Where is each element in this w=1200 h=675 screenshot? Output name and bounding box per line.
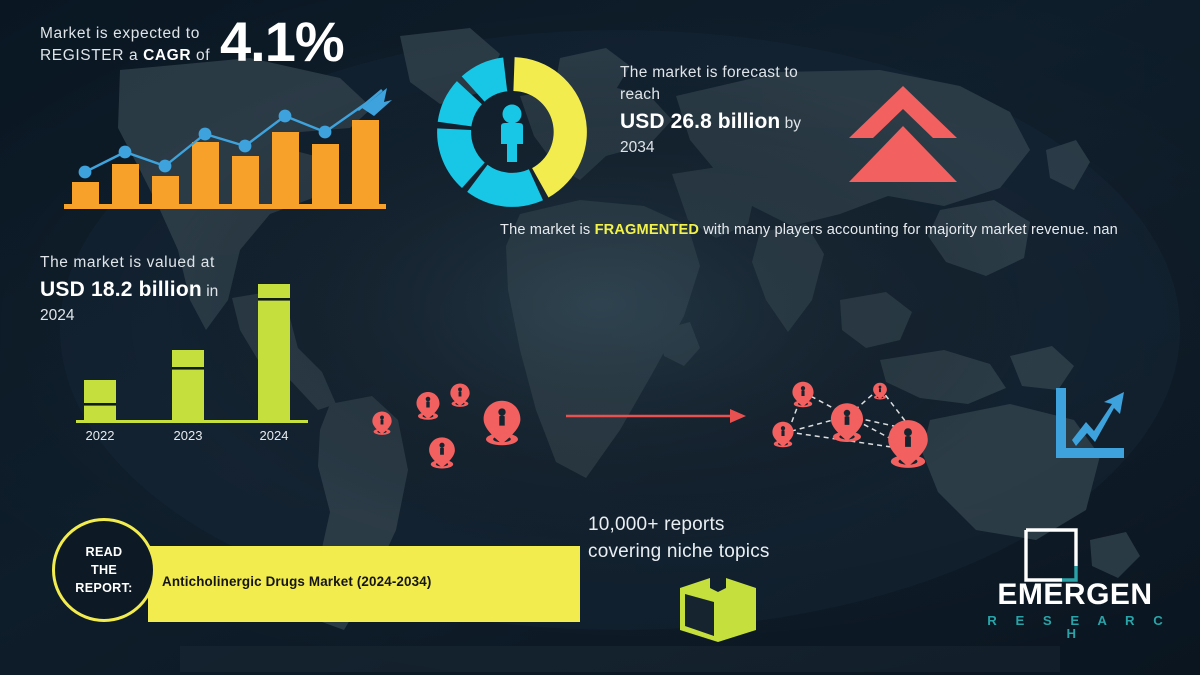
map-pin	[483, 400, 521, 446]
fragmented-highlight: FRAGMENTED	[594, 222, 700, 238]
book-page-right	[718, 578, 756, 642]
forecast-lead-line2: reach	[620, 86, 661, 104]
green-chart-tick-labels: 2022 2023 2024	[86, 428, 289, 443]
read-the-report-cta[interactable]: Anticholinergic Drugs Market (2024-2034)…	[52, 518, 580, 622]
valued-value: USD 18.2 billion	[40, 277, 202, 301]
tick-label-2023: 2023	[174, 428, 203, 443]
market-share-donut	[437, 57, 587, 207]
forecast-lead: The market is forecast to reach	[620, 62, 880, 107]
report-title: Anticholinergic Drugs Market (2024-2034)	[162, 574, 432, 589]
cagr-growth-chart	[64, 88, 392, 209]
tick-label-2024: 2024	[260, 428, 289, 443]
axis-lines	[1056, 388, 1124, 458]
map-pin	[792, 381, 814, 408]
donut-segment-yellow	[513, 57, 587, 198]
map-pin	[873, 382, 887, 400]
report-title-bar[interactable]	[148, 546, 580, 622]
pin-cluster-right	[772, 381, 928, 468]
person-icon	[501, 104, 523, 162]
donut-segment-cyan-3	[437, 128, 485, 188]
donut-segment-cyan-4	[467, 164, 543, 207]
green-chart-baseline	[76, 420, 308, 423]
map-pin	[429, 437, 455, 469]
reports-count-line2: covering niche topics	[588, 540, 770, 562]
cagr-value: 4.1%	[220, 10, 345, 73]
emergen-research-logo: EMERGEN R E S E A R C H	[975, 528, 1175, 648]
market-value-block: The market is valued at USD 18.2 billion…	[40, 252, 360, 328]
arrow-chevron-upper	[849, 86, 957, 138]
forecast-by-label: by	[780, 114, 801, 132]
valued-in-label: in	[201, 282, 219, 300]
map-pin	[416, 392, 440, 420]
read-report-badge-label: READ THE REPORT:	[52, 544, 156, 598]
transition-arrow	[566, 409, 746, 423]
chart-trend-line	[84, 103, 366, 174]
chart-baseline	[64, 204, 386, 209]
chart-trend-points	[78, 109, 332, 179]
global-presence-map-pins	[372, 381, 928, 469]
read-report-badge[interactable]	[52, 518, 156, 622]
reports-count-block: 10,000+ reports covering niche topics	[588, 512, 848, 642]
forecast-lead-line1: The market is forecast to	[620, 64, 799, 81]
donut-segment-cyan-1	[461, 57, 508, 102]
fragmented-pre: The market is	[500, 222, 595, 238]
book-spine-shadow	[685, 594, 714, 636]
map-pin	[888, 420, 928, 468]
arrow-triangle-lower	[849, 126, 957, 182]
bar-2022	[84, 380, 116, 420]
forecast-block: The market is forecast to reach USD 26.8…	[620, 62, 880, 159]
cagr-description: Market is expected to REGISTER a CAGR of	[40, 17, 216, 67]
market-value-chart: 2022 2023 2024	[76, 284, 308, 443]
badge-line1: READ	[85, 545, 123, 559]
bar-2024	[258, 284, 290, 420]
forecast-year: 2034	[620, 138, 655, 156]
up-arrows-icon	[849, 86, 957, 182]
green-bars	[84, 284, 290, 420]
cagr-line2-suffix: of	[191, 47, 211, 64]
growth-arrow	[1072, 392, 1124, 446]
cagr-line2-prefix: REGISTER a	[40, 47, 144, 64]
badge-line2: THE	[90, 562, 118, 577]
badge-line3: REPORT:	[75, 580, 133, 595]
valued-lead: The market is valued at	[40, 254, 215, 271]
map-pin	[772, 421, 794, 448]
chart-bars	[72, 120, 379, 204]
growth-chart-icon	[1056, 388, 1124, 458]
map-pin	[830, 403, 864, 443]
valued-year: 2024	[40, 307, 75, 325]
logo-wordmark: EMERGEN	[997, 578, 1153, 611]
open-book-icon	[680, 578, 756, 642]
bar-2023	[172, 350, 204, 420]
map-pin	[450, 383, 470, 407]
cagr-keyword: CAGR	[143, 47, 192, 64]
logo-subtitle: R E S E A R C H	[987, 613, 1171, 642]
cagr-block: Market is expected to REGISTER a CAGR of…	[40, 14, 380, 70]
reports-count-line1: 10,000+ reports	[588, 514, 725, 535]
cagr-line1: Market is expected to	[40, 25, 200, 42]
fragmented-post: with many players accounting for majorit…	[699, 222, 1118, 238]
pin-cluster-left	[372, 383, 521, 469]
forecast-value: USD 26.8 billion	[620, 109, 781, 133]
tick-label-2022: 2022	[86, 428, 115, 443]
donut-segment-cyan-2	[437, 81, 482, 127]
fragmented-statement: The market is FRAGMENTED with many playe…	[500, 219, 1140, 243]
map-pin	[372, 411, 392, 435]
chart-arrow-head	[362, 88, 392, 116]
logo-square-icon	[1024, 528, 1078, 582]
